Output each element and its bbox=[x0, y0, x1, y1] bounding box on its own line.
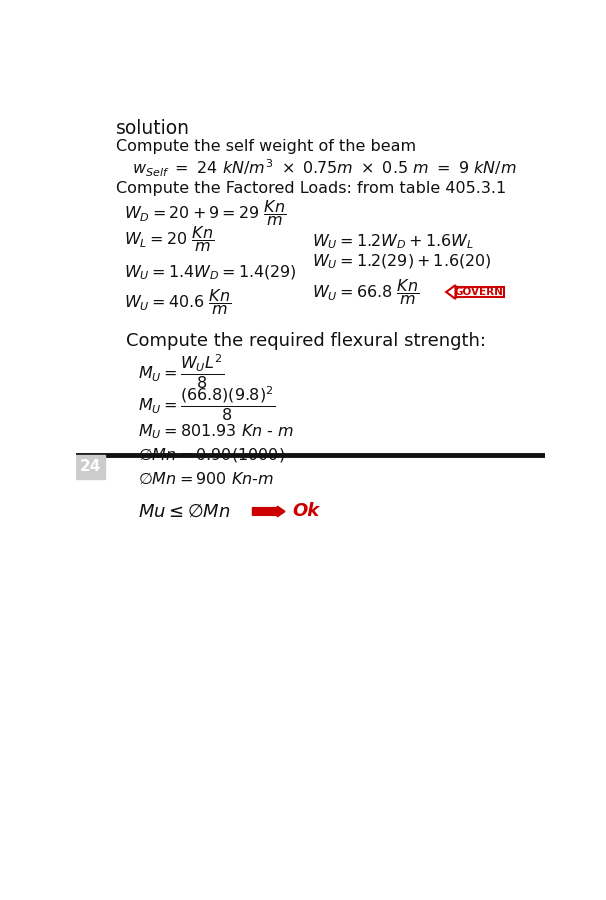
Text: $W_U = 40.6\ \dfrac{Kn}{m}$: $W_U = 40.6\ \dfrac{Kn}{m}$ bbox=[124, 287, 231, 317]
Text: $W_U = 66.8\ \dfrac{Kn}{m}$: $W_U = 66.8\ \dfrac{Kn}{m}$ bbox=[312, 277, 419, 307]
Text: $\varnothing Mn = 0.90(1000)$: $\varnothing Mn = 0.90(1000)$ bbox=[138, 446, 285, 464]
Text: $W_L = 20\ \dfrac{Kn}{m}$: $W_L = 20\ \dfrac{Kn}{m}$ bbox=[124, 224, 214, 254]
Text: $M_U = 801.93\ Kn\text{ - }m$: $M_U = 801.93\ Kn\text{ - }m$ bbox=[138, 422, 294, 441]
Text: $M_U = \dfrac{W_U L^2}{8}$: $M_U = \dfrac{W_U L^2}{8}$ bbox=[138, 352, 224, 391]
Polygon shape bbox=[446, 285, 456, 299]
Text: $w_{Self}\ =\ 24\ kN/m^3\ \times\ 0.75m\ \times\ 0.5\ m\ =\ 9\ kN/m$: $w_{Self}\ =\ 24\ kN/m^3\ \times\ 0.75m\… bbox=[132, 158, 516, 179]
Text: $W_U = 1.2W_D + 1.6W_L$: $W_U = 1.2W_D + 1.6W_L$ bbox=[312, 232, 474, 251]
Text: Compute the self weight of the beam: Compute the self weight of the beam bbox=[116, 139, 416, 154]
Text: $M_U = \dfrac{(66.8)(9.8)^2}{8}$: $M_U = \dfrac{(66.8)(9.8)^2}{8}$ bbox=[138, 384, 275, 423]
Text: GOVERN: GOVERN bbox=[454, 287, 504, 297]
Bar bbox=[76, 454, 105, 479]
Text: $W_U = 1.4W_D = 1.4(29)$: $W_U = 1.4W_D = 1.4(29)$ bbox=[124, 264, 296, 282]
Text: $W_U = 1.2(29) + 1.6(20)$: $W_U = 1.2(29) + 1.6(20)$ bbox=[312, 253, 492, 271]
FancyArrow shape bbox=[253, 506, 285, 517]
Text: Compute the required flexural strength:: Compute the required flexural strength: bbox=[126, 332, 486, 350]
Text: $\varnothing Mn = 900\ Kn\text{-}m$: $\varnothing Mn = 900\ Kn\text{-}m$ bbox=[138, 472, 274, 487]
Bar bbox=[456, 286, 504, 297]
Text: solution: solution bbox=[116, 120, 190, 139]
Text: $Mu \leq \varnothing Mn$: $Mu \leq \varnothing Mn$ bbox=[138, 502, 230, 520]
Text: Ok: Ok bbox=[293, 502, 320, 520]
Text: $W_D = 20 + 9 = 29\ \dfrac{Kn}{m}$: $W_D = 20 + 9 = 29\ \dfrac{Kn}{m}$ bbox=[124, 198, 286, 228]
Text: 24: 24 bbox=[80, 459, 101, 474]
Text: Compute the Factored Loads: from table 405.3.1: Compute the Factored Loads: from table 4… bbox=[116, 182, 506, 196]
